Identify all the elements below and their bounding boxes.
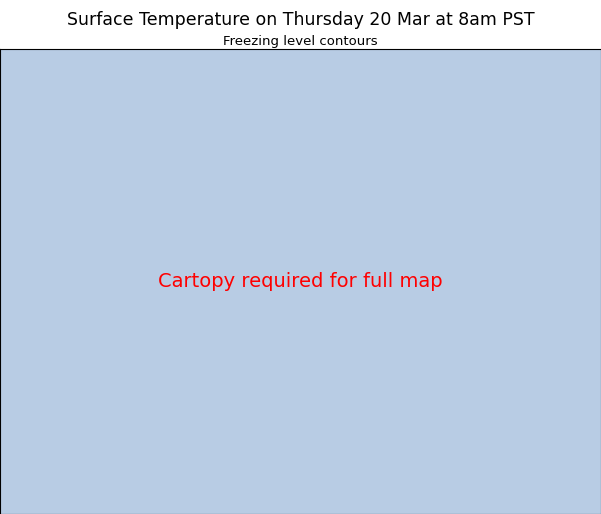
Text: Cartopy required for full map: Cartopy required for full map bbox=[158, 272, 443, 291]
Text: Freezing level contours: Freezing level contours bbox=[223, 35, 378, 48]
Text: Surface Temperature on Thursday 20 Mar at 8am PST: Surface Temperature on Thursday 20 Mar a… bbox=[67, 11, 534, 29]
